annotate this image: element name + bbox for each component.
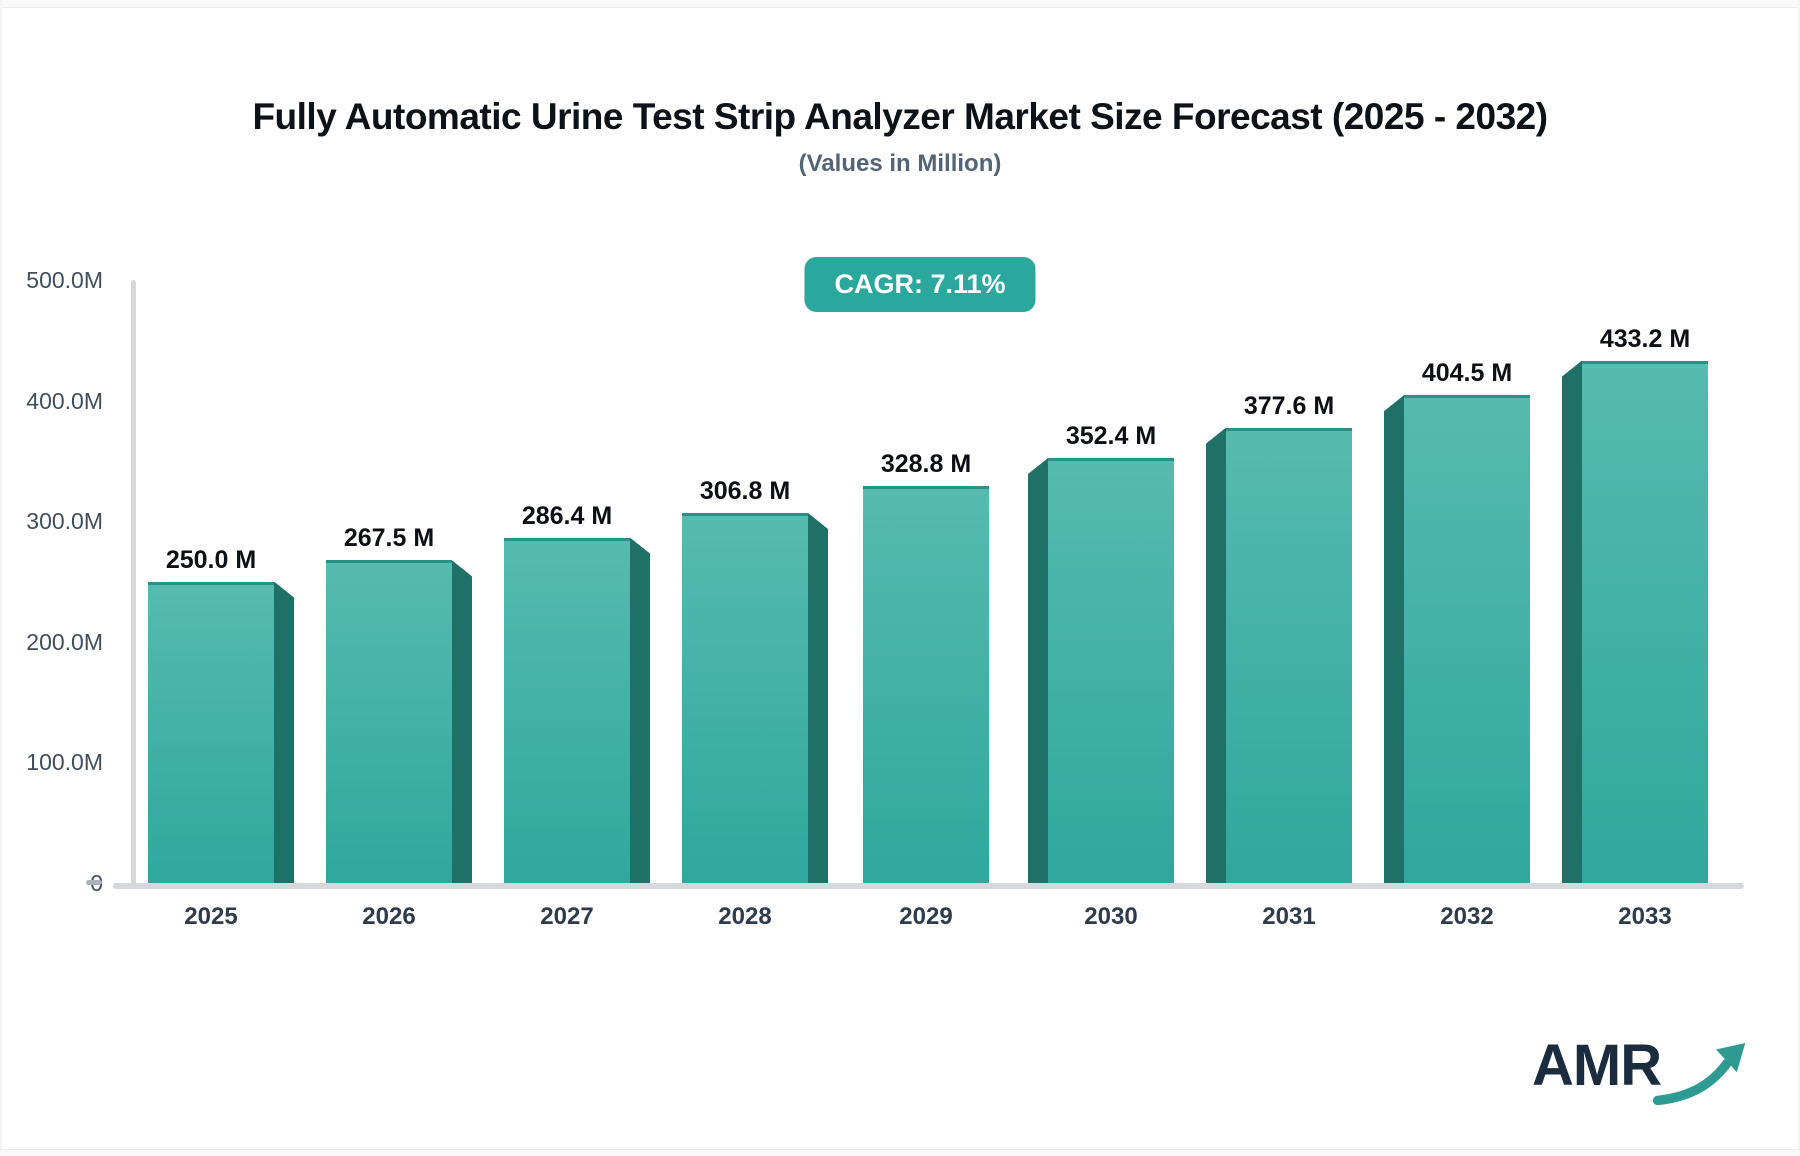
- x-axis-label: 2025: [184, 903, 238, 930]
- bar-2026: [326, 560, 452, 883]
- x-axis-label: 2033: [1618, 903, 1672, 930]
- bar-value-label: 377.6 M: [1243, 391, 1335, 420]
- bar-side-2025: [274, 581, 294, 883]
- bar-2027: [504, 537, 630, 883]
- bar-2032: [1404, 395, 1530, 883]
- bar-value-label: 286.4 M: [521, 501, 613, 530]
- x-axis-label: 2029: [899, 903, 953, 930]
- zero-tick-mark: [86, 880, 102, 885]
- bar-value-label: 352.4 M: [1065, 422, 1157, 450]
- x-axis-label: 2030: [1084, 903, 1138, 930]
- bar-side-2030: [1028, 458, 1048, 883]
- bar-2028: [682, 512, 808, 883]
- bar-value-label: 328.8 M: [880, 450, 972, 479]
- bar-value-label: 404.5 M: [1421, 359, 1513, 388]
- amr-logo: AMR: [1532, 1036, 1749, 1108]
- x-axis-label: 2032: [1440, 903, 1494, 930]
- y-axis-label: 400.0M: [26, 387, 103, 414]
- bar-side-2031: [1206, 427, 1226, 883]
- chart-subtitle: (Values in Million): [798, 150, 1002, 177]
- bar-value-label: 250.0 M: [165, 545, 257, 574]
- bar-2030: [1048, 458, 1174, 883]
- page-left-border: [0, 0, 2, 1156]
- x-axis-label: 2027: [540, 903, 594, 930]
- y-axis-line: [131, 280, 136, 887]
- cagr-badge: CAGR: 7.11%: [804, 257, 1036, 312]
- y-axis-label: 100.0M: [26, 749, 103, 776]
- bar-2029: [863, 486, 989, 883]
- page-top-border: [0, 0, 1800, 8]
- x-axis-label: 2028: [718, 903, 772, 930]
- bar-2025: [148, 581, 274, 883]
- bar-side-2028: [808, 512, 828, 883]
- y-axis-label: 500.0M: [26, 267, 103, 293]
- x-axis-label: 2031: [1262, 903, 1316, 930]
- bar-2033: [1582, 360, 1708, 883]
- y-axis-label: 300.0M: [26, 508, 103, 535]
- bar-value-label: 433.2 M: [1599, 324, 1691, 353]
- bar-value-label: 306.8 M: [699, 476, 791, 505]
- page-right-border: [1798, 0, 1800, 1156]
- x-axis-line: [113, 883, 1744, 889]
- x-axis-label: 2026: [362, 903, 416, 930]
- bar-side-2032: [1384, 395, 1404, 883]
- chart-title: Fully Automatic Urine Test Strip Analyze…: [252, 96, 1548, 137]
- y-axis-label: 200.0M: [26, 628, 103, 655]
- trend-up-arrow-icon: [1653, 1042, 1746, 1106]
- page-bottom-border: [0, 1149, 1800, 1156]
- bar-value-label: 267.5 M: [343, 524, 435, 553]
- bar-side-2026: [452, 560, 472, 883]
- bar-2031: [1226, 427, 1352, 883]
- amr-logo-text: AMR: [1532, 1033, 1662, 1098]
- bar-side-2027: [630, 537, 650, 883]
- bar-side-2033: [1562, 360, 1582, 883]
